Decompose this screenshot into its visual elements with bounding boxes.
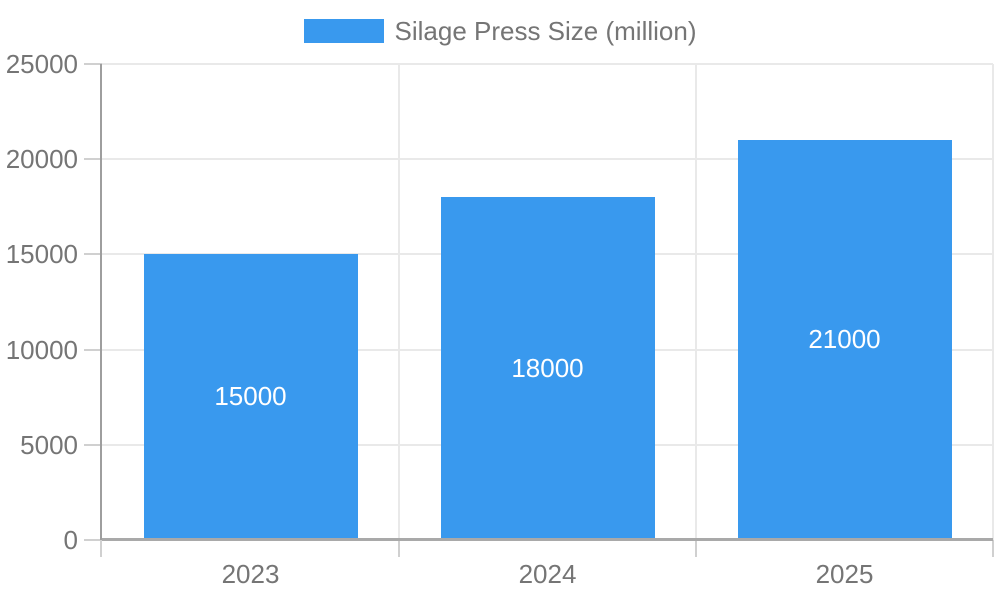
y-axis-label: 0 — [63, 525, 78, 555]
x-axis-tick-icon — [398, 540, 400, 557]
bar-value-label: 18000 — [511, 352, 584, 383]
legend-label: Silage Press Size (million) — [394, 16, 697, 46]
y-axis-label: 25000 — [5, 49, 78, 79]
y-axis-tick-icon — [84, 158, 102, 161]
bar-value-label: 21000 — [808, 324, 881, 355]
category-boundary-gridline — [695, 64, 697, 540]
legend-swatch-icon — [303, 19, 384, 43]
x-axis-tick-icon — [695, 540, 697, 557]
y-axis-tick-below-icon — [100, 540, 102, 557]
y-axis-tick-icon — [84, 539, 102, 541]
bar[interactable] — [143, 254, 358, 538]
y-axis-tick-icon — [84, 348, 102, 351]
x-axis-label: 2025 — [815, 559, 874, 589]
y-axis-line — [100, 64, 102, 540]
bar-value-label: 15000 — [214, 381, 287, 412]
y-axis-tick-icon — [84, 63, 102, 65]
y-axis-label: 5000 — [20, 429, 78, 460]
x-axis-label: 2024 — [518, 559, 577, 589]
y-axis-label: 20000 — [5, 144, 78, 175]
bar[interactable] — [440, 197, 655, 538]
x-axis-tick-icon — [992, 540, 994, 557]
y-axis-label: 10000 — [5, 334, 78, 365]
y-gridline — [102, 158, 993, 161]
y-gridline — [102, 63, 993, 65]
y-axis-label: 15000 — [5, 239, 78, 270]
y-axis-tick-icon — [84, 253, 102, 256]
x-axis-line — [102, 538, 993, 541]
category-boundary-gridline — [398, 64, 400, 540]
category-boundary-gridline — [992, 64, 994, 540]
x-axis-label: 2023 — [221, 559, 280, 589]
y-axis-tick-icon — [84, 443, 102, 446]
chart-legend[interactable]: Silage Press Size (million) — [0, 16, 1000, 46]
bar[interactable] — [737, 140, 952, 538]
